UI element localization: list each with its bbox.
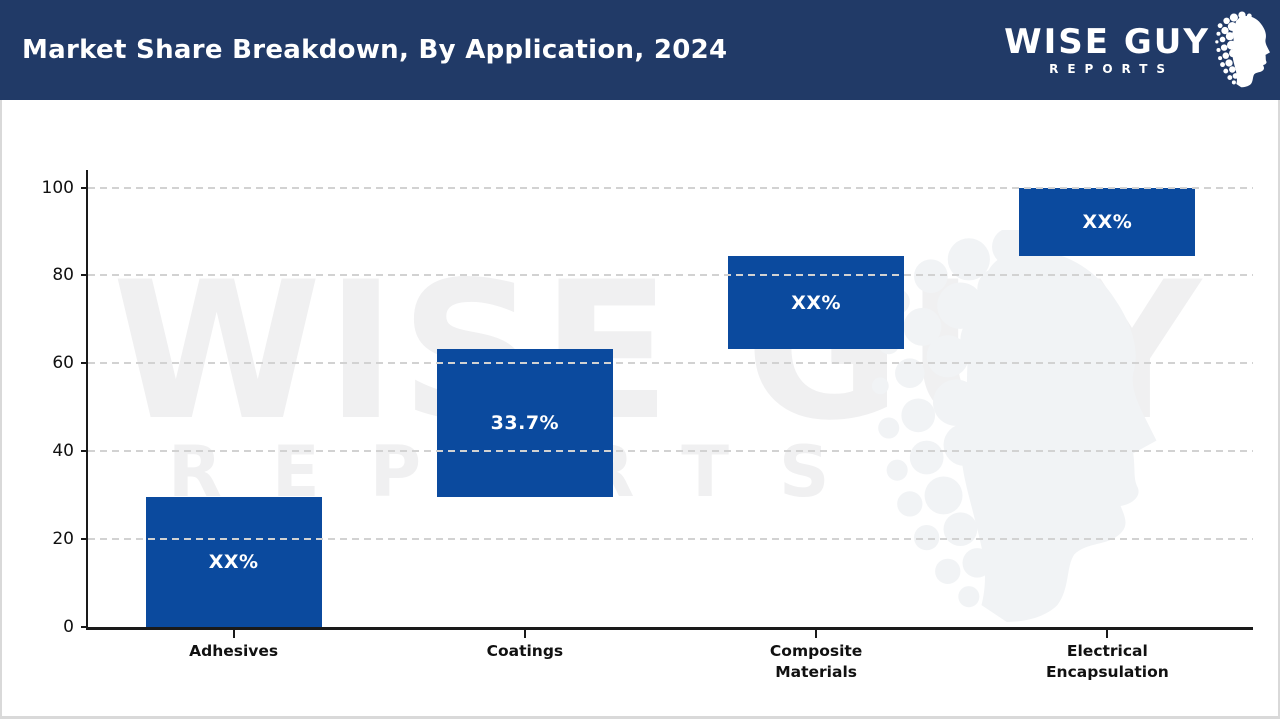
- logo-head-icon: [1215, 11, 1270, 88]
- bar-value-label: XX%: [791, 291, 842, 314]
- logo-subtext: REPORTS: [1049, 62, 1175, 76]
- bar-4: XX%: [1019, 187, 1196, 257]
- y-tick-mark: [81, 186, 88, 189]
- bar-value-label: 33.7%: [490, 412, 560, 435]
- x-tick-mark: [1106, 630, 1109, 638]
- y-tick-label: 20: [52, 529, 74, 550]
- gridline-20: [88, 538, 1253, 541]
- y-tick-label: 40: [52, 441, 74, 462]
- page-title: Market Share Breakdown, By Application, …: [22, 35, 728, 65]
- header: Market Share Breakdown, By Application, …: [0, 0, 1280, 100]
- x-category-label: Composite Materials: [769, 642, 863, 681]
- gridline-80: [88, 274, 1253, 277]
- y-tick-mark: [81, 538, 88, 541]
- x-category-label: Adhesives: [189, 642, 279, 660]
- x-axis-line: [86, 627, 1253, 630]
- y-tick-label: 60: [52, 353, 74, 374]
- y-tick-label: 100: [41, 177, 74, 198]
- gridline-100: [88, 186, 1253, 189]
- y-tick-mark: [81, 450, 88, 453]
- x-tick-mark: [523, 630, 526, 638]
- y-tick-mark: [81, 362, 88, 365]
- y-tick-mark: [81, 274, 88, 277]
- bar-2: 33.7%: [436, 349, 613, 498]
- bar-value-label: XX%: [208, 551, 259, 574]
- y-axis-line: [86, 170, 88, 630]
- gridline-40: [88, 450, 1253, 453]
- wiseguy-logo: WISE GUY REPORTS: [1004, 10, 1280, 90]
- x-category-label: Coatings: [486, 642, 564, 660]
- bar-3: XX%: [728, 256, 905, 350]
- bar-value-label: XX%: [1082, 210, 1133, 233]
- logo-text: WISE GUY REPORTS: [1004, 24, 1210, 76]
- y-tick-label: 80: [52, 265, 74, 286]
- bar-1: XX%: [145, 497, 322, 627]
- x-tick-mark: [232, 630, 235, 638]
- y-tick-mark: [81, 626, 88, 628]
- x-category-label: Electrical Encapsulation: [1045, 642, 1169, 681]
- y-tick-label: 0: [63, 617, 74, 637]
- logo-wordmark: WISE GUY: [1004, 22, 1210, 62]
- gridline-60: [88, 362, 1253, 365]
- x-tick-mark: [815, 630, 818, 638]
